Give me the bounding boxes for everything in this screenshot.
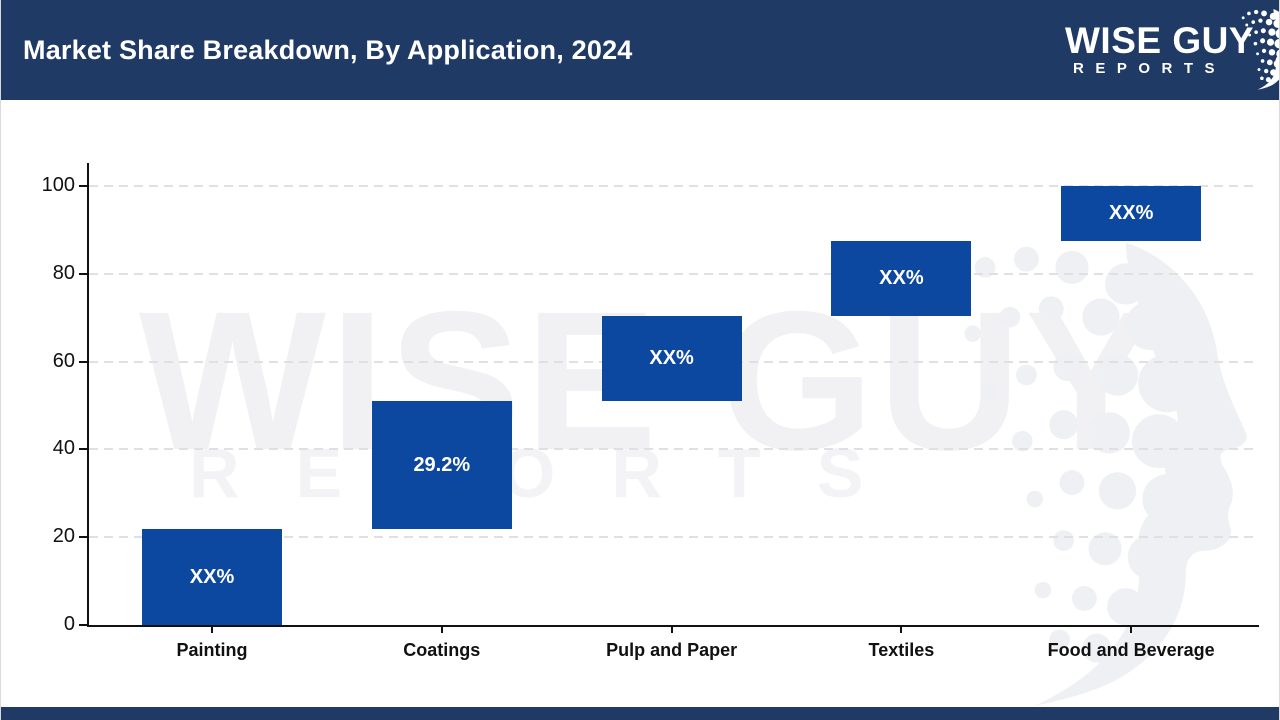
bar-value-label: XX% — [649, 346, 694, 369]
y-tick-label: 60 — [52, 349, 75, 372]
bar-value-label: XX% — [1108, 201, 1154, 224]
y-gridline — [89, 272, 1259, 275]
bar-value-label: XX% — [879, 266, 924, 289]
waterfall-bar-segment: XX% — [142, 529, 282, 625]
y-tick-label: 0 — [63, 613, 75, 635]
y-tick-label: 40 — [52, 437, 75, 460]
footer-bar — [1, 707, 1279, 720]
y-tick-mark — [79, 448, 87, 451]
bar-value-label: XX% — [189, 565, 235, 588]
y-tick-label: 80 — [52, 261, 75, 284]
y-axis-line — [87, 163, 89, 627]
x-category-label: Textiles — [868, 640, 935, 660]
header-bar: Market Share Breakdown, By Application, … — [1, 0, 1279, 100]
logo-wiseguy-text: WISE GUY — [1065, 20, 1255, 61]
waterfall-bar-segment: XX% — [601, 315, 742, 402]
x-category-label: Painting — [176, 640, 248, 660]
x-tick-mark — [440, 625, 443, 633]
y-tick-label: 20 — [52, 525, 75, 548]
y-tick-mark — [79, 536, 87, 539]
x-tick-mark — [1130, 625, 1133, 633]
y-gridline — [89, 536, 1259, 539]
x-tick-mark — [670, 625, 673, 633]
y-tick-mark — [79, 272, 87, 275]
y-gridline — [89, 185, 1259, 187]
waterfall-bar-segment: 29.2% — [371, 401, 512, 530]
y-tick-label: 100 — [41, 174, 75, 196]
x-category-label: Food and Beverage — [1047, 640, 1215, 660]
waterfall-bar-segment: XX% — [1061, 186, 1202, 241]
logo-reports-text: REPORTS — [1073, 60, 1227, 77]
y-tick-mark — [79, 360, 87, 363]
bar-value-label: 29.2% — [413, 453, 471, 476]
x-tick-mark — [211, 625, 213, 633]
logo-dotted-head-icon — [1241, 9, 1279, 90]
y-tick-mark — [79, 624, 87, 626]
x-tick-mark — [900, 625, 903, 633]
y-tick-mark — [79, 185, 87, 187]
y-gridline — [89, 448, 1259, 451]
x-category-label: Coatings — [403, 640, 481, 660]
x-axis-line — [87, 625, 1259, 627]
wise-guy-reports-logo: WISE GUY REPORTS — [1023, 0, 1279, 100]
chart-title: Market Share Breakdown, By Application, … — [23, 34, 633, 65]
x-category-label: Pulp and Paper — [606, 640, 738, 660]
waterfall-bar-segment: XX% — [831, 240, 972, 316]
